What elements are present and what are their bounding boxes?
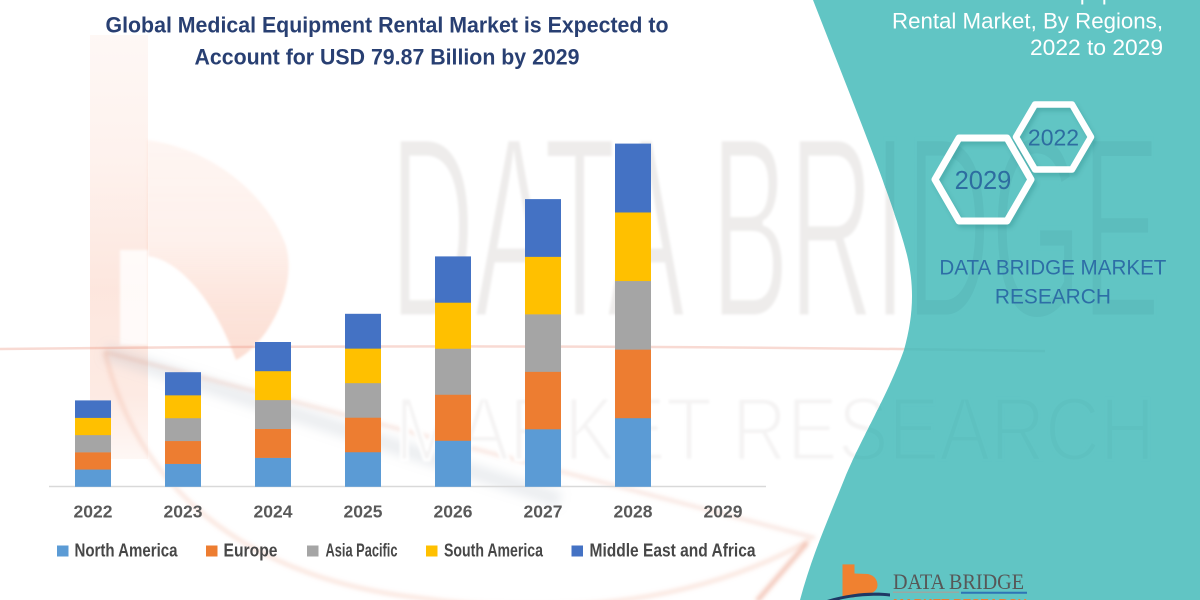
svg-text:RESEARCH: RESEARCH	[995, 285, 1111, 309]
svg-text:Rental Market, By Regions,: Rental Market, By Regions,	[892, 9, 1163, 34]
svg-text:2025: 2025	[344, 502, 383, 522]
svg-text:DATA BRIDGE MARKET: DATA BRIDGE MARKET	[939, 256, 1166, 280]
svg-text:2024: 2024	[254, 502, 293, 522]
svg-text:MARKET RESEARCH: MARKET RESEARCH	[893, 597, 1027, 600]
svg-text:2026: 2026	[434, 502, 473, 522]
svg-text:Middle East and Africa: Middle East and Africa	[590, 541, 757, 561]
svg-text:2027: 2027	[524, 502, 563, 522]
svg-text:Europe: Europe	[224, 541, 278, 561]
svg-text:North America: North America	[75, 541, 179, 561]
svg-text:2022: 2022	[1028, 125, 1079, 151]
svg-text:South America: South America	[444, 541, 544, 561]
svg-text:Asia Pacific: Asia Pacific	[326, 541, 398, 561]
svg-text:Global Medical Equipment Renta: Global Medical Equipment Rental Market i…	[106, 13, 669, 38]
svg-text:2022: 2022	[74, 502, 113, 522]
svg-text:2028: 2028	[614, 502, 653, 522]
svg-text:2029: 2029	[955, 167, 1012, 195]
svg-text:2023: 2023	[164, 502, 203, 522]
svg-text:DATA BRIDGE: DATA BRIDGE	[893, 569, 1024, 594]
svg-text:Global Medical Equipment: Global Medical Equipment	[906, 0, 1163, 5]
svg-text:2022 to 2029: 2022 to 2029	[1030, 35, 1163, 60]
svg-text:2029: 2029	[704, 502, 743, 522]
svg-text:Account for USD 79.87 Billion: Account for USD 79.87 Billion by 2029	[195, 44, 580, 69]
